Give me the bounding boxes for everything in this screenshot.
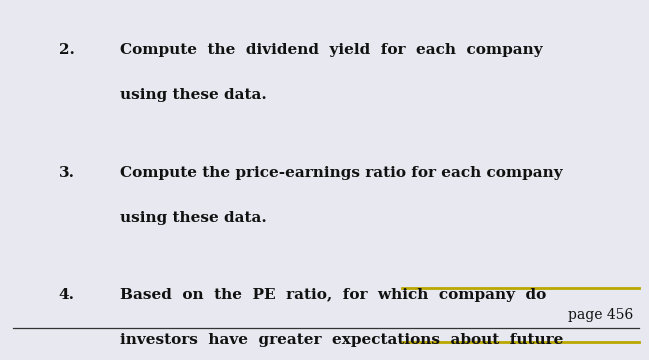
Text: 4.: 4. — [58, 288, 75, 302]
Text: using these data.: using these data. — [120, 211, 267, 225]
Text: 2.: 2. — [59, 43, 75, 57]
Text: Compute  the  dividend  yield  for  each  company: Compute the dividend yield for each comp… — [120, 43, 543, 57]
Text: Based  on  the  PE  ratio,  for  which  company  do: Based on the PE ratio, for which company… — [120, 288, 546, 302]
Text: 3.: 3. — [58, 166, 75, 180]
Text: using these data.: using these data. — [120, 88, 267, 102]
Text: investors  have  greater  expectations  about  future: investors have greater expectations abou… — [120, 333, 563, 347]
Text: page 456: page 456 — [567, 308, 633, 322]
Text: Compute the price-earnings ratio for each company: Compute the price-earnings ratio for eac… — [120, 166, 563, 180]
